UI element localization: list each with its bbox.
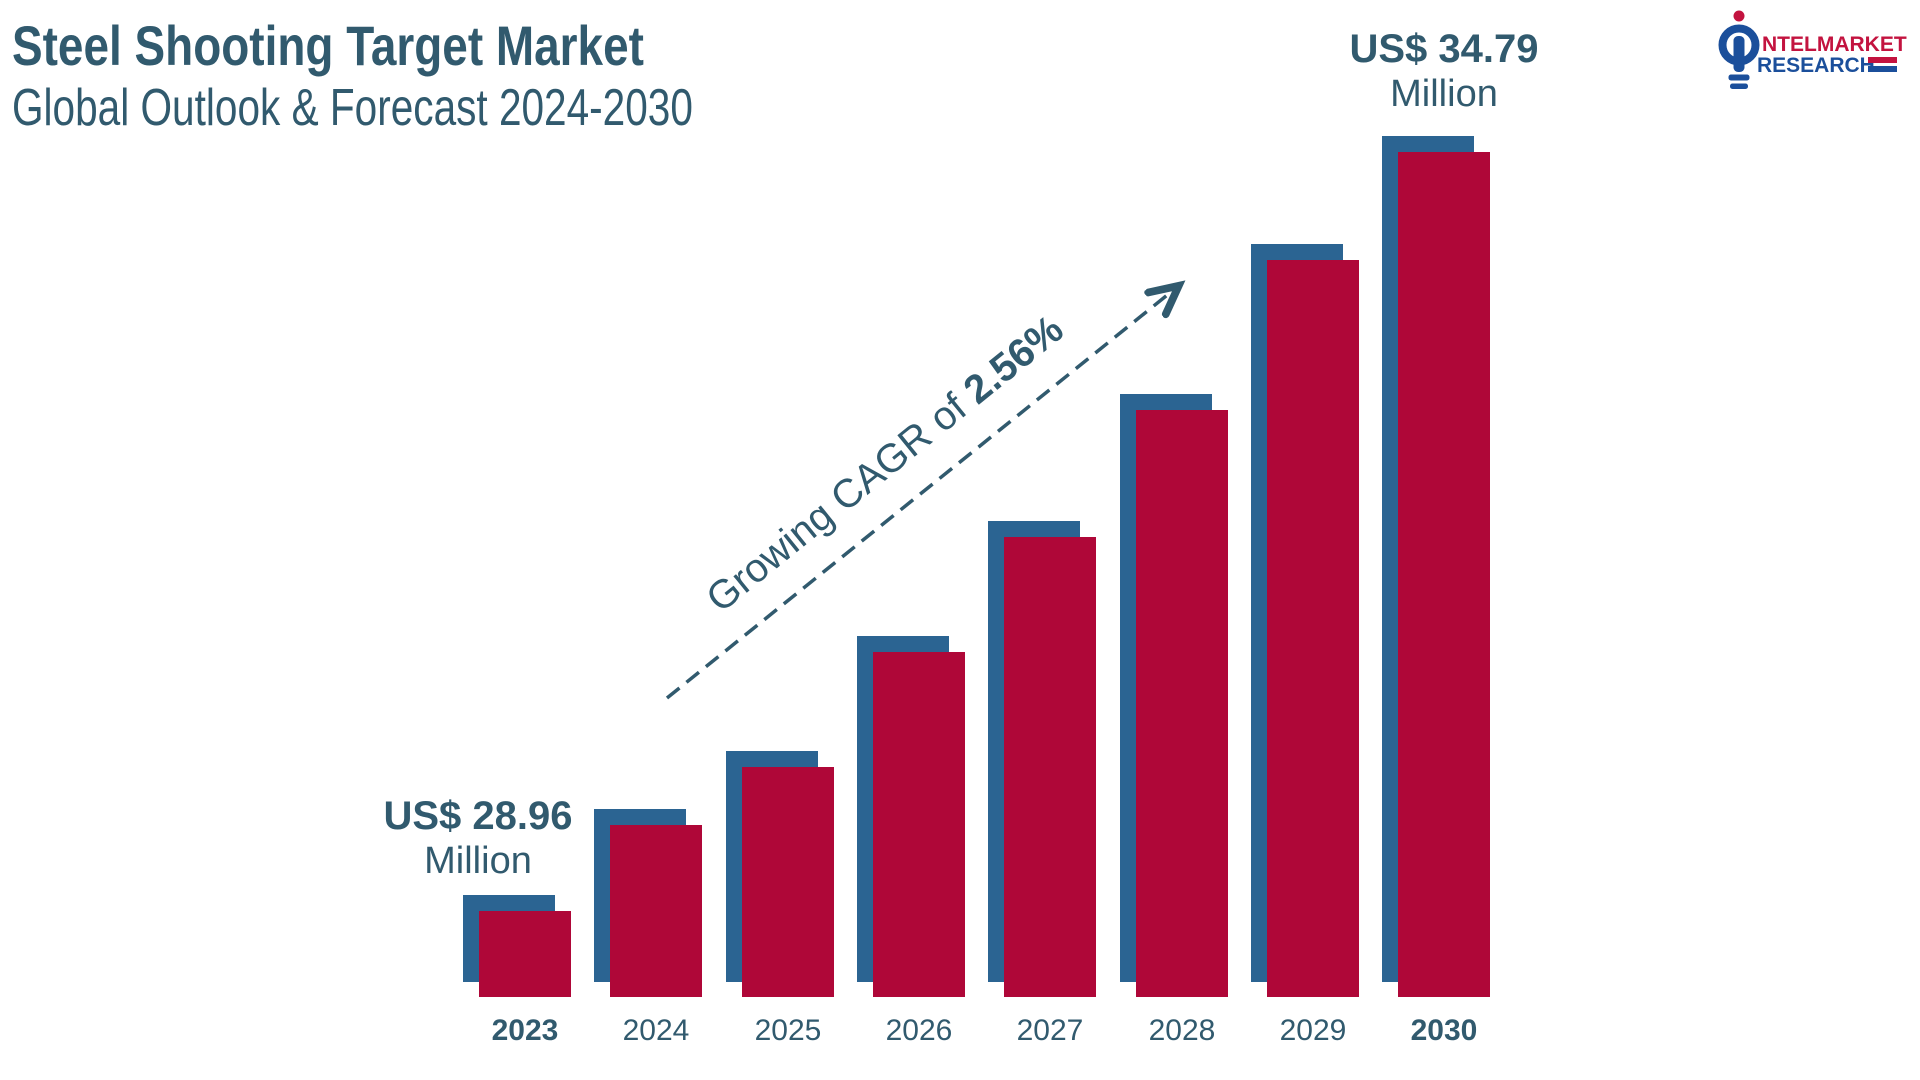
- value-amount-2023: US$ 28.96: [383, 794, 573, 838]
- cagr-annotation-value: 2.56%: [955, 306, 1072, 413]
- year-label-2030: 2030: [1410, 1014, 1478, 1047]
- value-label-2030: US$ 34.79 Million: [1284, 26, 1604, 116]
- year-label-2024: 2024: [622, 1014, 690, 1047]
- year-label-2026: 2026: [885, 1014, 953, 1047]
- logo-text-line2: RESEARCH: [1757, 54, 1875, 77]
- bar-front-2030: [1398, 152, 1490, 997]
- value-unit-2023: Million: [424, 840, 532, 882]
- page-title: Steel Shooting Target Market: [12, 14, 644, 77]
- bar-front-2028: [1136, 410, 1228, 997]
- value-amount-2030: US$ 34.79: [1349, 27, 1539, 71]
- value-label-2023: US$ 28.96 Million: [318, 793, 638, 883]
- page-subtitle: Global Outlook & Forecast 2024-2030: [12, 79, 693, 137]
- logo-equals-icon: [1868, 57, 1897, 72]
- bar-front-2023: [479, 911, 571, 997]
- bar-front-2024: [610, 825, 702, 997]
- logo-text-line1: NTELMARKET: [1762, 33, 1907, 56]
- bar-front-2025: [742, 767, 834, 997]
- year-label-2027: 2027: [1016, 1014, 1084, 1047]
- bar-front-2026: [873, 652, 965, 997]
- year-label-2029: 2029: [1279, 1014, 1347, 1047]
- year-label-2025: 2025: [754, 1014, 822, 1047]
- lightbulb-i-icon: [1718, 10, 1760, 89]
- bar-front-2029: [1267, 260, 1359, 997]
- cagr-annotation-prefix: Growing CAGR of: [698, 378, 984, 622]
- value-unit-2030: Million: [1390, 73, 1498, 115]
- bar-front-2027: [1004, 537, 1096, 997]
- year-label-2028: 2028: [1148, 1014, 1216, 1047]
- intelmarket-research-logo: NTELMARKET RESEARCH: [1718, 10, 1907, 89]
- year-label-2023: 2023: [491, 1014, 559, 1047]
